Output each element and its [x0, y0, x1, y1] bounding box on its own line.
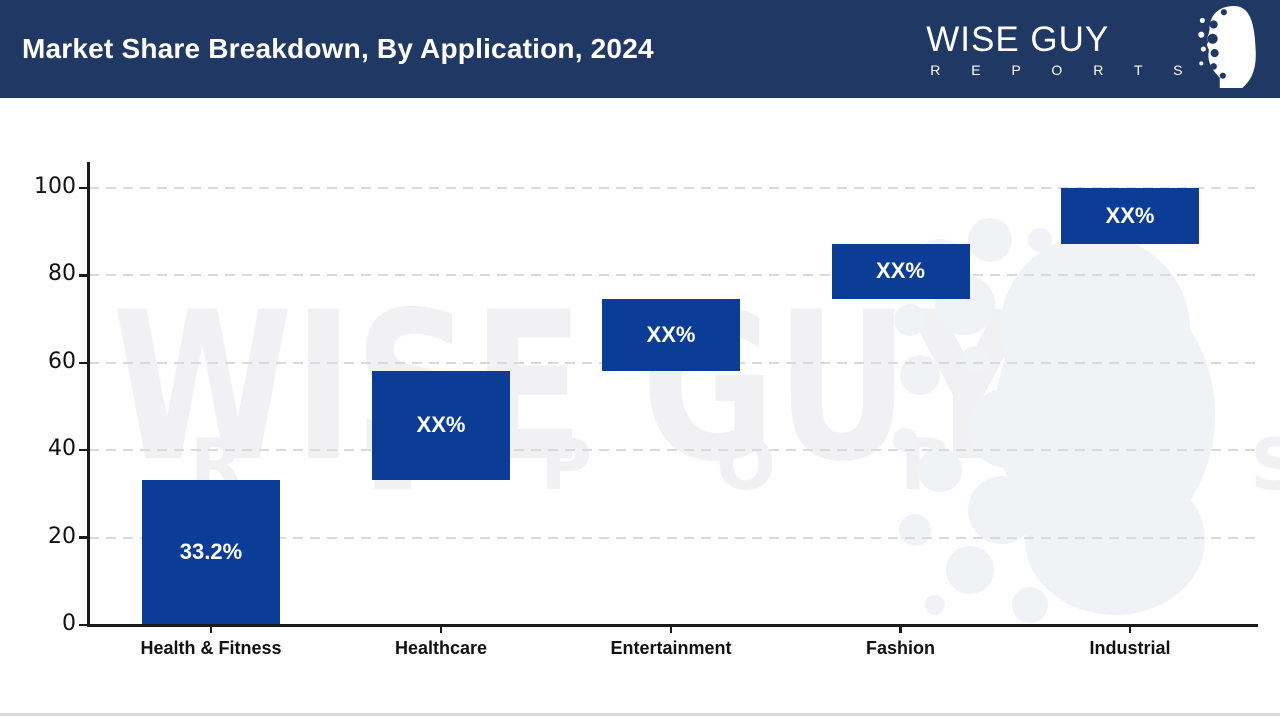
page-title: Market Share Breakdown, By Application, …	[22, 33, 654, 64]
header-band: Market Share Breakdown, By Application, …	[0, 0, 1280, 98]
gridline	[89, 274, 1258, 277]
gridline	[89, 449, 1258, 452]
brand-logo-text: WISE GUY R E P O R T S	[926, 22, 1196, 77]
y-axis-line	[87, 162, 90, 627]
bar-value-label: 33.2%	[179, 539, 243, 565]
y-tick-label: 40	[48, 436, 76, 462]
brand-subtitle: R E P O R T S	[930, 61, 1196, 78]
bar-value-label: XX%	[646, 321, 696, 347]
y-tick-mark	[79, 361, 87, 365]
bar: XX%	[372, 370, 510, 480]
y-tick-label: 0	[62, 611, 76, 636]
y-tick-mark	[79, 623, 87, 627]
y-tick-mark	[79, 186, 87, 190]
x-category-label: Health & Fitness	[140, 638, 282, 658]
bar-value-label: XX%	[1105, 202, 1155, 228]
bar: 33.2%	[142, 479, 280, 625]
bar-value-label: XX%	[876, 258, 925, 284]
y-tick-mark	[79, 274, 87, 277]
gridline	[89, 536, 1258, 539]
y-tick-label: 80	[48, 261, 76, 287]
watermark-wordmark: WISE GUY	[112, 269, 1028, 507]
y-tick-mark	[79, 536, 87, 539]
y-tick-label: 100	[34, 174, 76, 199]
x-category-label: Fashion	[865, 638, 935, 658]
x-tick-mark	[1128, 626, 1132, 633]
x-tick-mark	[669, 626, 673, 633]
x-category-label: Industrial	[1089, 638, 1171, 658]
bar: XX%	[831, 243, 970, 299]
bar: XX%	[1061, 188, 1199, 244]
y-tick-mark	[79, 448, 87, 452]
footer-rule	[0, 713, 1280, 716]
y-tick-label: 60	[48, 348, 76, 374]
gridline	[89, 187, 1258, 189]
logo-face-icon	[1198, 4, 1262, 95]
bar: XX%	[602, 298, 740, 371]
x-tick-mark	[899, 626, 902, 633]
y-tick-label: 20	[48, 523, 76, 549]
watermark-face	[880, 210, 1280, 645]
x-tick-mark	[439, 626, 443, 633]
x-category-label: Healthcare	[394, 638, 488, 658]
brand-name: WISE GUY	[926, 19, 1110, 59]
x-axis-line	[87, 624, 1258, 627]
x-tick-mark	[209, 626, 213, 633]
brand-logo: WISE GUY R E P O R T S	[926, 4, 1262, 95]
x-category-label: Entertainment	[610, 638, 732, 658]
bar-value-label: XX%	[416, 412, 466, 438]
